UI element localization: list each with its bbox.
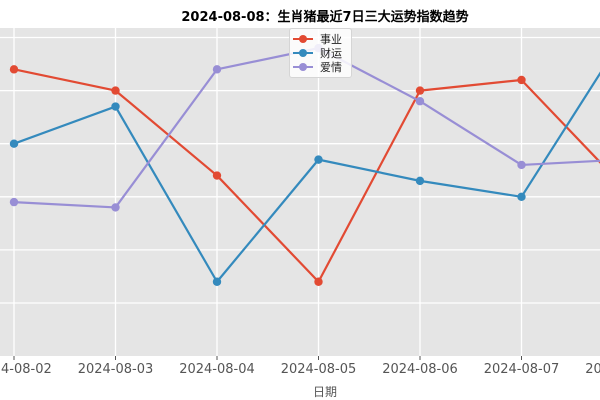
- data-point: [9, 65, 19, 74]
- x-axis-title: 日期: [312, 385, 337, 399]
- x-tick-label: 2024-08-08: [585, 362, 600, 377]
- legend-item-love: 爱情: [293, 60, 351, 74]
- data-point: [415, 176, 425, 186]
- data-point: [314, 155, 323, 164]
- x-tick-label: 2024-08-07: [483, 362, 560, 377]
- love-line-marker-icon: [293, 62, 313, 72]
- data-point: [212, 65, 222, 74]
- legend-label: 财运: [320, 47, 342, 60]
- legend: 事业 财运 爱情: [289, 28, 352, 78]
- data-point: [111, 86, 120, 95]
- data-point: [111, 203, 120, 212]
- chart-title: 2024-08-08：生肖猪最近7日三大运势指数趋势: [181, 10, 469, 25]
- data-point: [212, 277, 222, 286]
- data-point: [9, 139, 19, 148]
- legend-item-career: 事业: [293, 32, 351, 46]
- x-tick-label: 2024-08-04: [179, 362, 255, 377]
- legend-label: 爱情: [320, 61, 342, 74]
- data-point: [111, 102, 120, 111]
- legend-item-wealth: 财运: [293, 46, 351, 60]
- data-point: [9, 197, 19, 207]
- data-point: [517, 192, 526, 201]
- x-tick-label: 2024-08-03: [77, 362, 154, 377]
- data-point: [415, 97, 425, 106]
- wealth-line-marker-icon: [293, 48, 313, 58]
- career-line-marker-icon: [293, 34, 313, 44]
- data-point: [314, 277, 323, 286]
- x-tick-label: 2024-08-05: [280, 362, 357, 377]
- legend-label: 事业: [320, 33, 342, 46]
- x-tick-label: 2024-08-06: [382, 362, 458, 377]
- x-tick-label: 2024-08-02: [0, 362, 52, 377]
- data-point: [517, 160, 526, 170]
- data-point: [415, 86, 425, 95]
- data-point: [517, 75, 526, 85]
- data-point: [212, 171, 222, 180]
